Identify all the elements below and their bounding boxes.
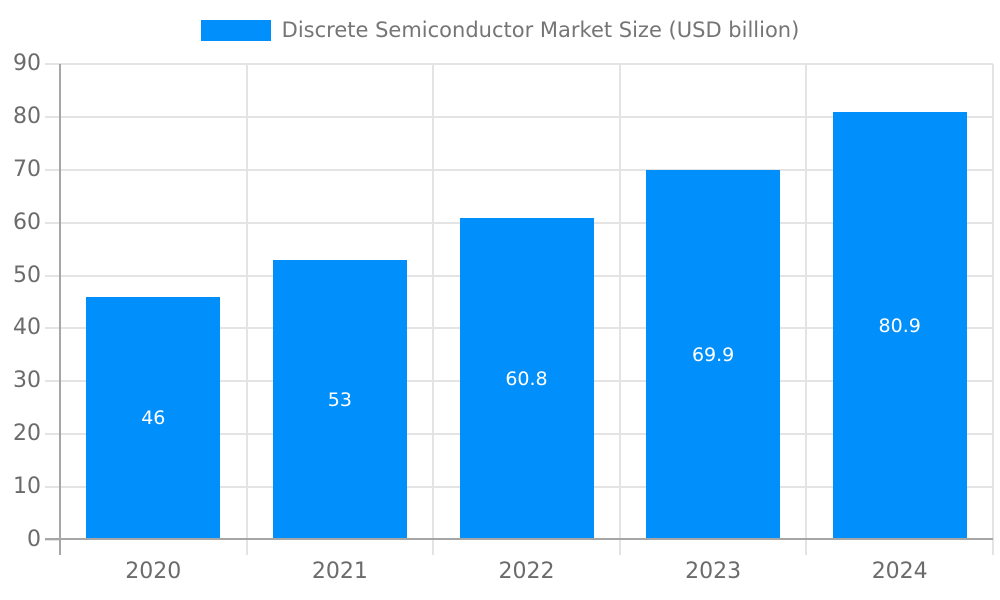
x-axis-label: 2023 bbox=[685, 559, 742, 584]
h-gridline bbox=[60, 168, 993, 171]
legend-item[interactable]: Discrete Semiconductor Market Size (USD … bbox=[0, 17, 1000, 43]
bar-2022[interactable] bbox=[459, 218, 594, 540]
x-axis-tick bbox=[618, 540, 621, 555]
h-gridline bbox=[60, 63, 993, 65]
y-axis-tick bbox=[45, 274, 60, 277]
legend-label: Discrete Semiconductor Market Size (USD … bbox=[281, 18, 800, 42]
v-gridline bbox=[992, 64, 994, 540]
y-axis-tick bbox=[45, 168, 60, 171]
y-axis-label: 10 bbox=[13, 474, 41, 500]
x-axis-tick bbox=[432, 540, 435, 555]
y-axis-tick bbox=[45, 221, 60, 224]
bar-2021[interactable] bbox=[272, 259, 407, 540]
y-axis-label: 70 bbox=[13, 156, 41, 182]
v-gridline bbox=[245, 64, 248, 540]
v-gridline bbox=[432, 64, 435, 540]
bar-value-label: 69.9 bbox=[691, 344, 735, 367]
y-axis-tick bbox=[45, 115, 60, 118]
h-gridline bbox=[60, 115, 993, 118]
bar-2020[interactable] bbox=[86, 296, 221, 540]
y-axis-label: 50 bbox=[13, 262, 41, 288]
x-axis-line bbox=[45, 538, 993, 540]
x-axis-label: 2021 bbox=[311, 559, 368, 584]
plot-area: 0 10 20 30 40 50 60 70 80 90 46 53 60.8 69.9 80.9 2020 2… bbox=[13, 51, 994, 584]
x-axis-label: 2020 bbox=[125, 559, 182, 584]
y-axis-tick bbox=[45, 539, 60, 541]
x-axis-label: 2024 bbox=[871, 559, 928, 584]
y-axis-label: 80 bbox=[13, 103, 41, 129]
bar-value-label: 60.8 bbox=[505, 368, 548, 391]
y-axis-label: 60 bbox=[13, 209, 41, 235]
y-axis-tick bbox=[45, 380, 60, 383]
x-axis-label: 2022 bbox=[498, 559, 555, 584]
y-axis-label: 40 bbox=[13, 315, 41, 341]
v-gridline bbox=[805, 64, 808, 540]
x-axis-tick bbox=[992, 540, 994, 555]
y-axis-label: 30 bbox=[13, 368, 41, 394]
y-axis-line bbox=[59, 64, 61, 555]
legend-swatch bbox=[200, 19, 271, 41]
y-axis-tick bbox=[45, 433, 60, 436]
bar-2023[interactable] bbox=[646, 170, 781, 540]
bar-value-label: 53 bbox=[327, 388, 352, 411]
y-axis-tick bbox=[45, 63, 60, 65]
y-axis-label: 0 bbox=[27, 527, 41, 552]
bar-2024[interactable] bbox=[832, 112, 967, 540]
y-axis-tick bbox=[45, 327, 60, 330]
v-gridline bbox=[618, 64, 621, 540]
y-axis-label: 20 bbox=[13, 421, 41, 447]
bar-value-label: 46 bbox=[141, 407, 166, 430]
x-axis-tick bbox=[805, 540, 808, 555]
y-axis-tick bbox=[45, 486, 60, 489]
bar-value-label: 80.9 bbox=[878, 315, 921, 338]
y-axis-label: 90 bbox=[13, 51, 41, 76]
x-axis-tick bbox=[245, 540, 248, 555]
